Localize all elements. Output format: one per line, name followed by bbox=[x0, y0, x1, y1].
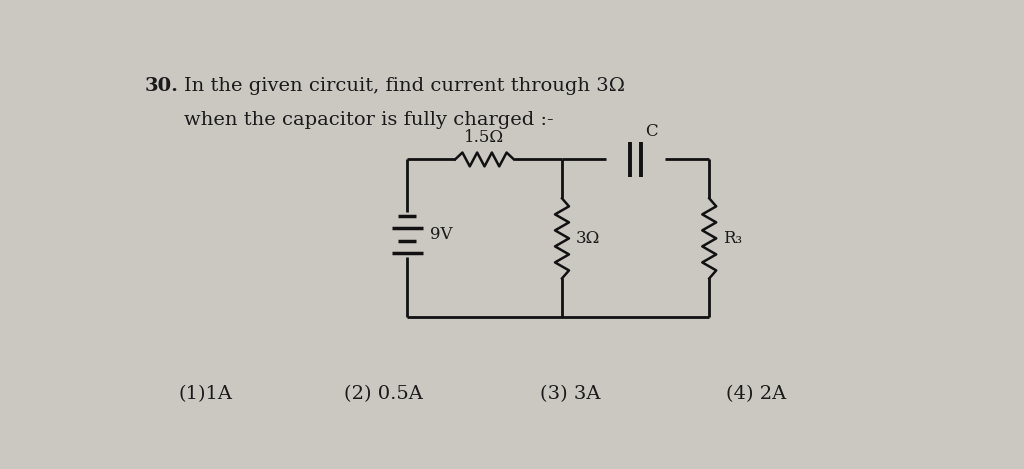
Text: (4) 2A: (4) 2A bbox=[726, 386, 785, 403]
Text: (2) 0.5A: (2) 0.5A bbox=[344, 386, 423, 403]
Text: (3) 3A: (3) 3A bbox=[540, 386, 600, 403]
Text: R₃: R₃ bbox=[723, 230, 742, 247]
Text: (1)1A: (1)1A bbox=[178, 386, 232, 403]
Text: 3Ω: 3Ω bbox=[575, 230, 600, 247]
Text: when the capacitor is fully charged :-: when the capacitor is fully charged :- bbox=[183, 111, 553, 129]
Text: In the given circuit, find current through 3Ω: In the given circuit, find current throu… bbox=[183, 77, 625, 95]
Text: C: C bbox=[645, 123, 657, 140]
Text: 9V: 9V bbox=[430, 226, 453, 243]
Text: 30.: 30. bbox=[145, 77, 179, 95]
Text: 1.5Ω: 1.5Ω bbox=[465, 129, 505, 146]
